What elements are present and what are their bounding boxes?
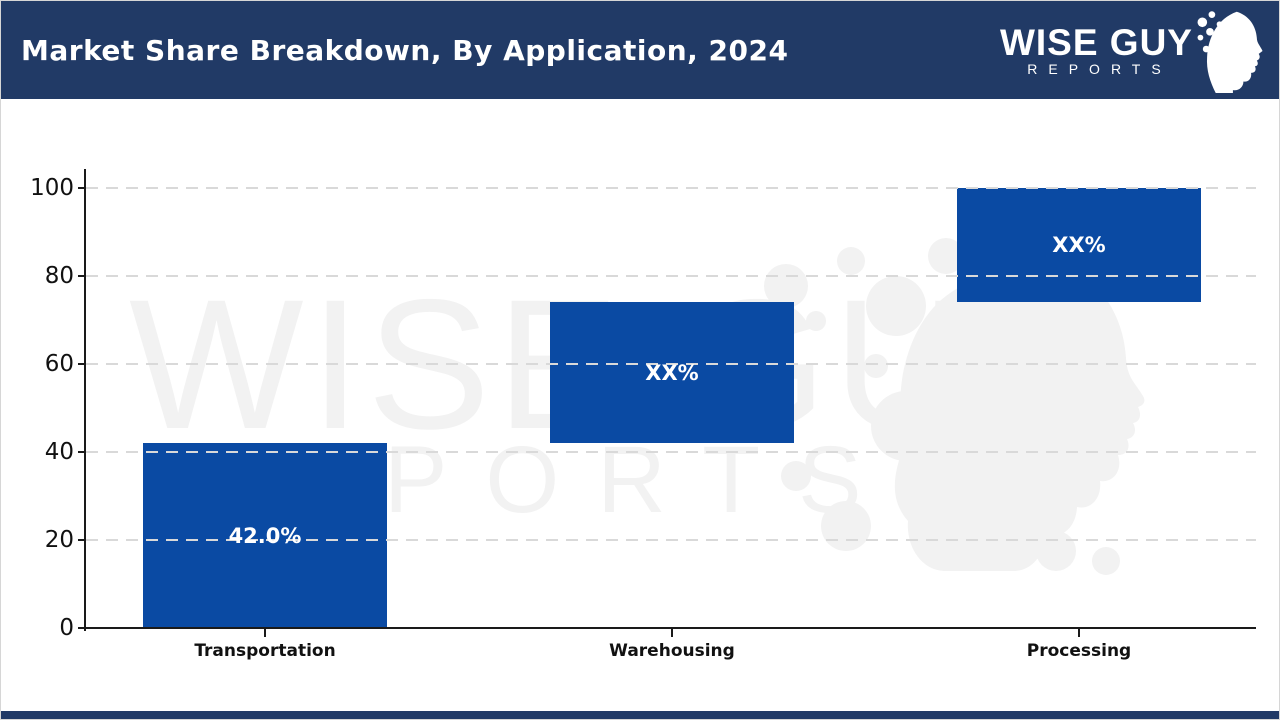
x-tick-processing <box>1078 629 1080 637</box>
y-tick-100 <box>78 187 86 189</box>
bar-value-label-warehousing: XX% <box>645 360 699 385</box>
y-tick-label-60: 60 <box>44 351 74 377</box>
gridline-40 <box>86 451 1256 453</box>
brand-subname: REPORTS <box>1027 61 1172 78</box>
x-category-label-warehousing: Warehousing <box>609 641 735 661</box>
y-tick-label-40: 40 <box>44 439 74 465</box>
gridline-100 <box>86 187 1256 189</box>
gridline-60 <box>86 363 1256 365</box>
page-title: Market Share Breakdown, By Application, … <box>21 33 789 67</box>
watermark-face-icon <box>764 231 1145 575</box>
y-axis-spine <box>84 169 86 631</box>
x-tick-transportation <box>264 629 266 637</box>
gridline-80 <box>86 275 1256 277</box>
y-tick-40 <box>78 451 86 453</box>
y-tick-80 <box>78 275 86 277</box>
brand-face-icon <box>1197 11 1263 93</box>
header-bar: Market Share Breakdown, By Application, … <box>1 1 1279 99</box>
y-tick-label-80: 80 <box>44 263 74 289</box>
bar-processing <box>957 188 1201 303</box>
y-tick-0 <box>78 627 86 629</box>
gridline-20 <box>86 539 1256 541</box>
x-category-label-transportation: Transportation <box>194 641 336 661</box>
y-tick-20 <box>78 539 86 541</box>
x-tick-warehousing <box>671 629 673 637</box>
bar-warehousing <box>550 302 794 444</box>
x-category-label-processing: Processing <box>1026 641 1132 661</box>
brand-name: WISE GUY <box>999 21 1193 63</box>
y-tick-label-20: 20 <box>44 527 74 553</box>
bar-value-label-processing: XX% <box>1052 233 1106 258</box>
brand-logo: WISE GUY REPORTS <box>999 9 1267 93</box>
brand-logo-text: WISE GUY REPORTS <box>999 21 1193 78</box>
bar-transportation <box>143 443 387 628</box>
y-tick-label-100: 100 <box>30 175 74 201</box>
y-tick-label-0: 0 <box>59 615 74 641</box>
x-axis-spine <box>84 627 1256 629</box>
y-tick-60 <box>78 363 86 365</box>
bar-value-label-transportation: 42.0% <box>228 523 302 548</box>
footer-bar <box>1 711 1279 719</box>
